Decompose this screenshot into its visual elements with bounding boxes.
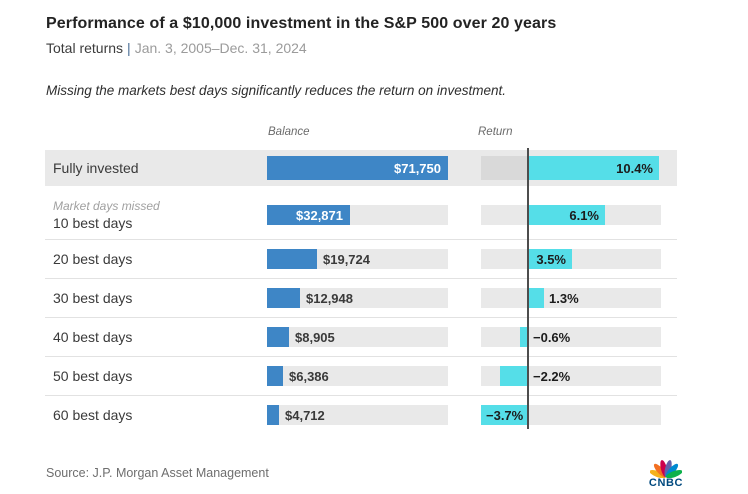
return-bar: −2.2% (500, 366, 570, 386)
table-row: 60 best days $4,712 −3.7% (45, 395, 677, 434)
row-label-cell: 50 best days (45, 368, 267, 384)
return-track: 6.1% (481, 205, 661, 225)
row-label: Fully invested (53, 160, 139, 176)
return-bar: 6.1% (528, 205, 605, 225)
row-label: 20 best days (53, 251, 133, 267)
balance-bar: $12,948 (267, 288, 353, 308)
balance-track: $32,871 (267, 205, 448, 225)
chart-subtitle: Total returns | Jan. 3, 2005–Dec. 31, 2024 (46, 39, 748, 57)
source-credit: Source: J.P. Morgan Asset Management (46, 465, 269, 480)
balance-bar: $32,871 (267, 205, 350, 225)
column-headers: Balance Return (45, 126, 677, 141)
balance-track: $12,948 (267, 288, 448, 308)
return-bar: −3.7% (481, 405, 528, 425)
return-value: 3.5% (536, 251, 566, 267)
return-track: 3.5% (481, 249, 661, 269)
return-track: 10.4% (481, 156, 661, 180)
return-track: −2.2% (481, 366, 661, 386)
row-label-cell: Market days missed 10 best days (45, 199, 267, 231)
negative-zone (481, 156, 528, 180)
balance-value: $19,724 (323, 251, 370, 267)
zero-axis-line (527, 148, 529, 429)
return-bar: 10.4% (528, 156, 659, 180)
row-label: 40 best days (53, 329, 133, 345)
table-row: 40 best days $8,905 −0.6% (45, 317, 677, 356)
table-row: Fully invested $71,750 10.4% (45, 150, 677, 186)
return-value: 10.4% (616, 160, 653, 176)
row-label-cell: 30 best days (45, 290, 267, 306)
page-title: Performance of a $10,000 investment in t… (46, 15, 557, 32)
balance-track: $71,750 (267, 156, 448, 180)
return-value: −0.6% (533, 329, 571, 345)
return-value: −3.7% (486, 407, 524, 423)
balance-track: $19,724 (267, 249, 448, 269)
return-track: −3.7% (481, 405, 661, 425)
chart-footer: Source: J.P. Morgan Asset Management CNB… (46, 456, 686, 489)
balance-value: $4,712 (285, 407, 325, 423)
balance-bar: $4,712 (267, 405, 325, 425)
cnbc-wordmark: CNBC (648, 477, 684, 489)
row-label: 30 best days (53, 290, 133, 306)
return-value: −2.2% (533, 368, 571, 384)
table-row: 30 best days $12,948 1.3% (45, 278, 677, 317)
balance-bar: $8,905 (267, 327, 335, 347)
cnbc-logo: CNBC (646, 456, 686, 489)
balance-value: $71,750 (394, 160, 441, 176)
balance-value: $32,871 (296, 207, 343, 223)
balance-track: $8,905 (267, 327, 448, 347)
balance-bar: $6,386 (267, 366, 329, 386)
subtitle-date-range: Jan. 3, 2005–Dec. 31, 2024 (134, 40, 307, 56)
balance-column-header: Balance (268, 126, 310, 138)
table-row: 50 best days $6,386 −2.2% (45, 356, 677, 395)
chart-body: Fully invested $71,750 10.4% Market days… (45, 148, 677, 434)
return-track: 1.3% (481, 288, 661, 308)
balance-bar: $71,750 (267, 156, 448, 180)
peacock-icon (650, 460, 682, 478)
row-label-cell: 20 best days (45, 251, 267, 267)
table-row: Market days missed 10 best days $32,871 … (45, 191, 677, 239)
row-label: 50 best days (53, 368, 133, 384)
return-bar: 1.3% (528, 288, 579, 308)
row-label-cell: 40 best days (45, 329, 267, 345)
subtitle-label: Total returns (46, 40, 124, 56)
row-label-cell: Fully invested (45, 160, 267, 176)
row-label-cell: 60 best days (45, 407, 267, 423)
balance-value: $6,386 (289, 368, 329, 384)
chart-annotation: Missing the markets best days significan… (46, 83, 506, 98)
balance-value: $8,905 (295, 329, 335, 345)
return-bar: −0.6% (520, 327, 570, 347)
row-sublabel: Market days missed (53, 199, 160, 213)
table-row: 20 best days $19,724 3.5% (45, 239, 677, 278)
row-label: 10 best days (53, 215, 133, 231)
balance-bar: $19,724 (267, 249, 370, 269)
return-track: −0.6% (481, 327, 661, 347)
return-bar: 3.5% (528, 249, 572, 269)
row-label: 60 best days (53, 407, 133, 423)
chart-header: Performance of a $10,000 investment in t… (0, 0, 748, 57)
return-value: 1.3% (549, 290, 579, 306)
balance-value: $12,948 (306, 290, 353, 306)
return-column-header: Return (478, 126, 513, 138)
subtitle-separator: | (127, 40, 131, 56)
return-value: 6.1% (569, 207, 599, 223)
balance-track: $4,712 (267, 405, 448, 425)
balance-track: $6,386 (267, 366, 448, 386)
